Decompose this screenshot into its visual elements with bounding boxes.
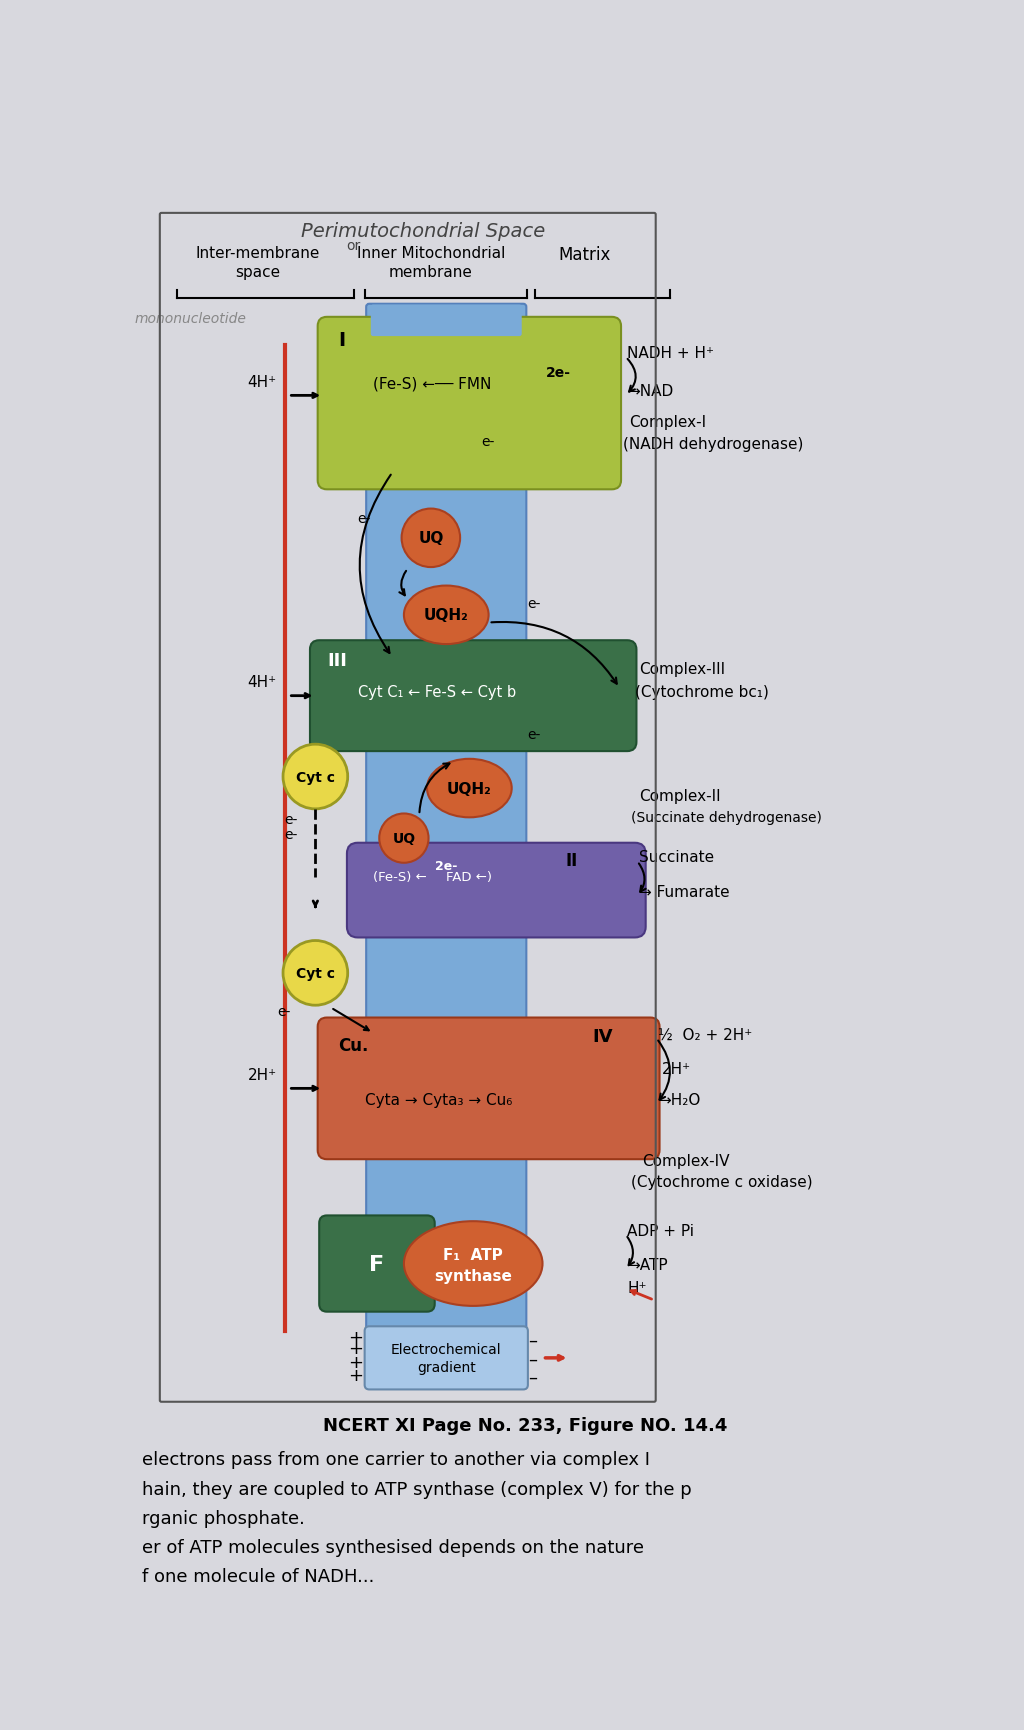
Text: 4H⁺: 4H⁺ xyxy=(248,375,276,389)
Text: e-: e- xyxy=(276,1005,290,1019)
Text: +: + xyxy=(348,1367,362,1384)
Text: e-: e- xyxy=(285,813,298,827)
Text: er of ATP molecules synthesised depends on the nature: er of ATP molecules synthesised depends … xyxy=(142,1538,644,1557)
Ellipse shape xyxy=(403,586,488,645)
Text: Cyt c: Cyt c xyxy=(296,770,335,784)
Text: ½  O₂ + 2H⁺: ½ O₂ + 2H⁺ xyxy=(658,1026,753,1041)
Text: e-: e- xyxy=(285,827,298,841)
Text: or: or xyxy=(347,239,361,253)
Text: +: + xyxy=(348,1339,362,1358)
Text: e-: e- xyxy=(527,597,541,611)
Text: Perimutochondrial Space: Perimutochondrial Space xyxy=(301,221,546,240)
Text: electrons pass from one carrier to another via complex I: electrons pass from one carrier to anoth… xyxy=(142,1450,650,1469)
Text: e-: e- xyxy=(527,728,541,742)
Text: (Fe-S) ←: (Fe-S) ← xyxy=(373,870,427,884)
Text: +: + xyxy=(348,1353,362,1370)
Text: e-: e- xyxy=(357,512,371,526)
Text: I: I xyxy=(339,330,345,349)
Text: –: – xyxy=(528,1349,537,1368)
Ellipse shape xyxy=(427,759,512,818)
FancyBboxPatch shape xyxy=(317,1017,659,1159)
Text: UQH₂: UQH₂ xyxy=(424,607,469,623)
Text: II: II xyxy=(565,851,578,870)
Text: Complex-IV: Complex-IV xyxy=(643,1154,730,1169)
Text: (Cytochrome bc₁): (Cytochrome bc₁) xyxy=(635,685,769,699)
Circle shape xyxy=(283,744,348,810)
Text: synthase: synthase xyxy=(434,1268,512,1284)
Text: rganic phosphate.: rganic phosphate. xyxy=(142,1509,305,1528)
Text: F: F xyxy=(370,1254,385,1273)
FancyBboxPatch shape xyxy=(310,640,637,751)
Text: (Cytochrome c oxidase): (Cytochrome c oxidase) xyxy=(631,1175,813,1190)
Circle shape xyxy=(401,509,460,567)
Text: 2e-: 2e- xyxy=(435,860,457,872)
Text: UQ: UQ xyxy=(418,531,443,547)
Text: IV: IV xyxy=(593,1028,613,1045)
Text: 2e-: 2e- xyxy=(547,367,571,381)
Text: (Fe-S) ←── FMN: (Fe-S) ←── FMN xyxy=(373,377,492,391)
Text: Cu.: Cu. xyxy=(339,1036,369,1054)
Text: 2H⁺: 2H⁺ xyxy=(248,1067,276,1083)
Text: Cyt C₁ ← Fe-S ← Cyt b: Cyt C₁ ← Fe-S ← Cyt b xyxy=(357,685,516,699)
Text: Complex-III: Complex-III xyxy=(639,661,725,676)
Text: III: III xyxy=(327,652,347,670)
Text: hain, they are coupled to ATP synthase (complex V) for the p: hain, they are coupled to ATP synthase (… xyxy=(142,1479,692,1498)
Text: NADH + H⁺: NADH + H⁺ xyxy=(628,346,714,360)
Circle shape xyxy=(283,941,348,1005)
FancyBboxPatch shape xyxy=(371,304,521,337)
Text: Inter-membrane
space: Inter-membrane space xyxy=(196,246,319,280)
Text: Complex-I: Complex-I xyxy=(630,415,707,431)
Text: f one molecule of NADH...: f one molecule of NADH... xyxy=(142,1567,375,1585)
Text: mononucleotide: mononucleotide xyxy=(134,311,247,325)
Text: Cyta → Cyta₃ → Cu₆: Cyta → Cyta₃ → Cu₆ xyxy=(366,1092,513,1107)
Text: →H₂O: →H₂O xyxy=(658,1092,700,1107)
Text: H⁺: H⁺ xyxy=(628,1280,647,1296)
Text: e-: e- xyxy=(481,436,495,450)
FancyBboxPatch shape xyxy=(367,304,526,1358)
Text: 4H⁺: 4H⁺ xyxy=(248,675,276,690)
Text: → Fumarate: → Fumarate xyxy=(639,884,729,900)
Ellipse shape xyxy=(403,1221,543,1306)
Text: Inner Mitochondrial
membrane: Inner Mitochondrial membrane xyxy=(356,246,505,280)
Text: UQ: UQ xyxy=(392,832,416,846)
Text: Matrix: Matrix xyxy=(559,246,611,265)
FancyBboxPatch shape xyxy=(347,843,646,938)
Text: –: – xyxy=(528,1332,537,1349)
Text: (Succinate dehydrogenase): (Succinate dehydrogenase) xyxy=(631,811,822,825)
Text: UQH₂: UQH₂ xyxy=(447,782,492,796)
Text: +: + xyxy=(348,1329,362,1346)
Text: Complex-II: Complex-II xyxy=(639,789,721,803)
Circle shape xyxy=(379,815,429,863)
FancyBboxPatch shape xyxy=(365,1327,528,1389)
Text: Succinate: Succinate xyxy=(639,849,714,865)
Text: F₁  ATP: F₁ ATP xyxy=(443,1247,503,1263)
Text: 2H⁺: 2H⁺ xyxy=(662,1062,691,1076)
Text: →NAD: →NAD xyxy=(628,384,674,400)
Text: FAD ←): FAD ←) xyxy=(446,870,493,884)
Text: →ATP: →ATP xyxy=(628,1258,668,1273)
Text: Cyt c: Cyt c xyxy=(296,967,335,981)
FancyBboxPatch shape xyxy=(319,1216,435,1311)
Text: Electrochemical
gradient: Electrochemical gradient xyxy=(391,1342,502,1374)
FancyBboxPatch shape xyxy=(317,318,621,490)
Text: –: – xyxy=(528,1367,537,1386)
Text: NCERT XI Page No. 233, Figure NO. 14.4: NCERT XI Page No. 233, Figure NO. 14.4 xyxy=(323,1415,727,1434)
Text: (NADH dehydrogenase): (NADH dehydrogenase) xyxy=(624,436,804,452)
Text: ADP + Pi: ADP + Pi xyxy=(628,1223,694,1239)
